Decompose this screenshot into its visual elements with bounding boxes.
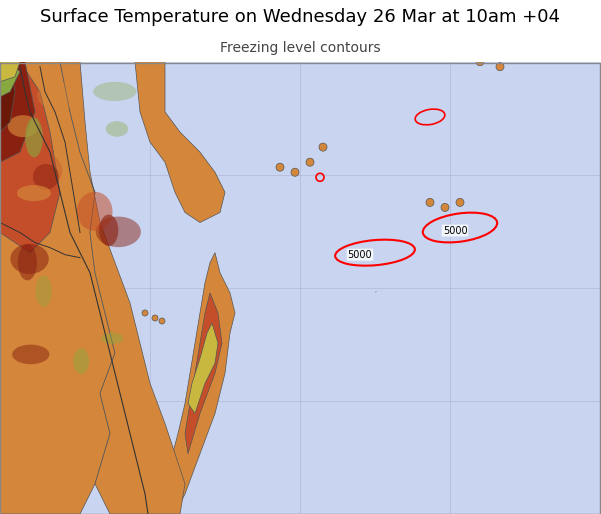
Text: ′: ′ bbox=[375, 291, 377, 300]
Text: Freezing level contours: Freezing level contours bbox=[220, 41, 381, 55]
Ellipse shape bbox=[17, 227, 43, 241]
Circle shape bbox=[476, 58, 484, 66]
Ellipse shape bbox=[93, 82, 136, 101]
Polygon shape bbox=[162, 253, 235, 514]
Ellipse shape bbox=[38, 343, 60, 375]
Ellipse shape bbox=[25, 118, 43, 157]
Circle shape bbox=[276, 163, 284, 171]
Text: 5000: 5000 bbox=[443, 226, 468, 235]
Ellipse shape bbox=[18, 244, 37, 280]
Ellipse shape bbox=[35, 276, 52, 307]
Ellipse shape bbox=[37, 82, 78, 109]
Ellipse shape bbox=[33, 164, 59, 190]
Polygon shape bbox=[0, 62, 115, 514]
Ellipse shape bbox=[99, 214, 118, 246]
Polygon shape bbox=[0, 62, 20, 97]
Ellipse shape bbox=[17, 185, 51, 201]
Polygon shape bbox=[0, 62, 20, 82]
Polygon shape bbox=[185, 293, 222, 454]
Ellipse shape bbox=[34, 243, 65, 277]
Ellipse shape bbox=[8, 115, 38, 137]
Circle shape bbox=[496, 63, 504, 71]
Polygon shape bbox=[0, 62, 60, 253]
Ellipse shape bbox=[96, 216, 141, 247]
Ellipse shape bbox=[77, 192, 112, 231]
Ellipse shape bbox=[26, 153, 63, 189]
Circle shape bbox=[306, 158, 314, 166]
Ellipse shape bbox=[73, 348, 89, 374]
Circle shape bbox=[426, 198, 434, 207]
Polygon shape bbox=[0, 62, 35, 162]
Circle shape bbox=[291, 168, 299, 176]
Circle shape bbox=[441, 204, 449, 211]
Polygon shape bbox=[135, 62, 225, 223]
Circle shape bbox=[142, 310, 148, 316]
Polygon shape bbox=[188, 323, 218, 413]
Circle shape bbox=[319, 143, 327, 151]
Polygon shape bbox=[60, 62, 185, 514]
Ellipse shape bbox=[10, 244, 49, 274]
Circle shape bbox=[159, 318, 165, 324]
Ellipse shape bbox=[12, 344, 49, 364]
Ellipse shape bbox=[106, 121, 128, 137]
Text: Surface Temperature on Wednesday 26 Mar at 10am +04: Surface Temperature on Wednesday 26 Mar … bbox=[40, 8, 561, 26]
Text: 5000: 5000 bbox=[348, 250, 372, 260]
Circle shape bbox=[456, 198, 464, 207]
Circle shape bbox=[152, 315, 158, 321]
Polygon shape bbox=[0, 62, 15, 132]
Ellipse shape bbox=[101, 333, 123, 344]
